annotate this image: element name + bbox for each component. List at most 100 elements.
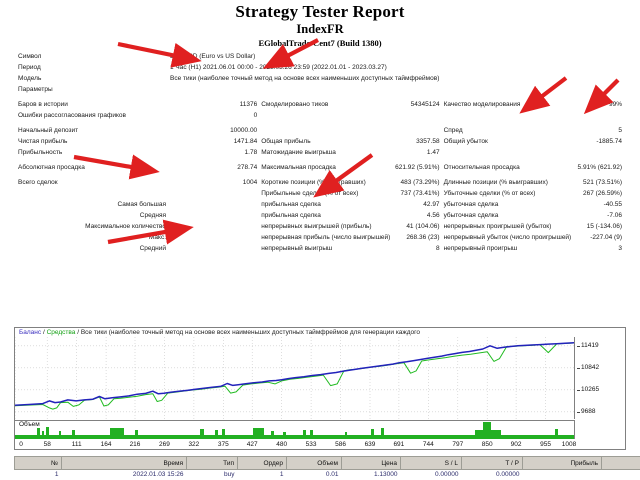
table-row[interactable]: 1 2022.01.03 15:26 buy 1 0.01 1.13000 0.… [15,470,640,480]
y-tick-mark [577,345,580,347]
row-profit-trades: Прибыльные сделки (% от всех) 737 (73.41… [16,188,624,199]
col-header-price[interactable]: Цена [341,456,401,470]
volume-bar [271,431,274,439]
label-symbol: Символ [18,52,42,60]
x-tick-label: 902 [510,441,522,448]
volume-bars [15,422,574,439]
row-model: Модель Все тики (наиболее точный метод н… [16,73,624,84]
value-profit-factor: 1.78 [244,148,258,156]
label-total-trades: Всего сделок [18,178,58,186]
value-average-loss-trade: -7.06 [607,211,622,219]
label-maximal-drawdown: Максимальная просадка [261,163,336,171]
chart-y-axis: 11419 10842 10265 9688 [577,337,625,432]
value-mismatch-errors: 0 [253,111,258,119]
col-header-sl[interactable]: S / L [400,456,462,470]
value-largest-profit-trade: 42.97 [423,200,440,208]
y-tick-mark [577,367,580,369]
value-modelling-quality: 99% [608,100,622,108]
col-header-time[interactable]: Время [61,456,187,470]
label-absolute-drawdown: Абсолютная просадка [18,163,85,171]
col-header-order[interactable]: Ордер [237,456,287,470]
col-header-balance[interactable]: Баланс [601,456,640,470]
volume-bar [491,430,501,439]
col-header-tp[interactable]: T / P [461,456,523,470]
legend-equity: Средства [46,329,76,336]
cell-price: 1.13000 [374,471,398,478]
volume-label: Объем [19,421,40,428]
value-maximal-drawdown: 621.92 (5.91%) [395,163,440,171]
label-ticks: Смоделировано тиков [261,100,329,108]
value-bars: 11376 [239,100,258,108]
series-balance [15,342,574,407]
x-tick-label: 322 [188,441,200,448]
cell-balance [602,470,640,480]
volume-bar [483,422,491,439]
label-largest: Самая большая [117,200,166,208]
label-mismatch-errors: Ошибки рассогласования графиков [18,111,127,119]
volume-bar [200,429,204,439]
value-symbol: EURUSD (Euro vs US Dollar) [170,52,256,60]
volume-bar [381,428,384,439]
chart-plot-area [15,337,575,419]
value-ticks: 54345124 [410,100,440,108]
expert-name: IndexFR [296,22,344,36]
legend-separator-1: / [42,329,47,336]
row-initial-deposit: Начальный депозит 10000.00 Спред 5 [16,125,624,136]
volume-bar [222,429,225,439]
chart-x-axis: 0 58 111 164 216 269 322 375 427 480 533 586 639 691 7… [15,440,576,450]
label-avg-consecutive-losses: непрерывный проигрыш [443,244,518,252]
value-expected-payoff: 1.47 [426,148,440,156]
row-bars: Баров в истории 11376 Смоделировано тико… [16,99,624,110]
cell-time: 2022.01.03 15:26 [132,471,184,478]
report-header: Strategy Tester Report IndexFR EGlobalTr… [0,0,640,51]
value-consecutive-losses: 15 (-134.06) [586,222,622,230]
value-total-trades: 1004 [242,178,258,186]
x-tick-label: 533 [305,441,317,448]
volume-bar [215,430,218,439]
deals-header-row: № Время Тип Ордер Объем Цена S / L T / P… [14,456,640,470]
y-tick-label: 10265 [581,386,600,394]
cell-order: 1 [279,471,284,478]
label-loss-trades: Убыточные сделки (% от всех) [443,189,536,197]
row-period: Период 1 Час (H1) 2021.06.01 00:00 - 202… [16,62,624,73]
label-short-positions: Короткие позиции (% выигравших) [261,178,366,186]
label-bars: Баров в истории [18,100,68,108]
value-consecutive-loss: -227.04 (9) [590,233,622,241]
volume-bar [371,429,374,439]
legend-model: Все тики (наиболее точный метод на основ… [80,329,421,336]
value-gross-profit: 3357.58 [416,137,440,145]
label-average-profit-trade: прибыльная сделка [261,211,321,219]
col-header-type[interactable]: Тип [186,456,238,470]
row-parameters: Параметры [16,84,624,95]
volume-bar [42,431,44,439]
x-tick-label: 691 [393,441,405,448]
value-consecutive-wins: 41 (104.06) [406,222,440,230]
col-header-volume[interactable]: Объем [286,456,342,470]
label-consecutive-wins: непрерывных выигрышей (прибыль) [261,222,372,230]
deals-section[interactable]: № Время Тип Ордер Объем Цена S / L T / P… [14,456,640,479]
cell-type: buy [224,471,235,478]
volume-bar [72,430,75,439]
x-tick-label: 744 [422,441,434,448]
row-max-consecutive: Максимальное количество непрерывных выиг… [16,221,624,232]
label-profit-factor: Прибыльность [18,148,63,156]
x-tick-label: 375 [217,441,229,448]
value-parameters [168,84,624,95]
volume-bar [475,430,484,439]
x-tick-label: 164 [100,441,112,448]
x-tick-label: 480 [276,441,288,448]
volume-bar [283,432,286,439]
cell-volume: 0.01 [325,471,339,478]
label-gross-profit: Общая прибыль [261,137,311,145]
col-header-profit[interactable]: Прибыль [522,456,602,470]
page-title: Strategy Tester Report [235,2,405,21]
value-long-positions: 521 (73.51%) [582,178,622,186]
col-header-number[interactable]: № [14,456,62,470]
deals-table: № Время Тип Ордер Объем Цена S / L T / P… [14,456,640,479]
label-initial-deposit: Начальный депозит [18,126,79,134]
label-maximum-count: Максимальное количество [85,222,166,230]
volume-bar [345,432,347,439]
y-tick-label: 11419 [581,342,599,350]
equity-chart[interactable]: Баланс / Средства / Все тики (наиболее т… [14,327,626,450]
